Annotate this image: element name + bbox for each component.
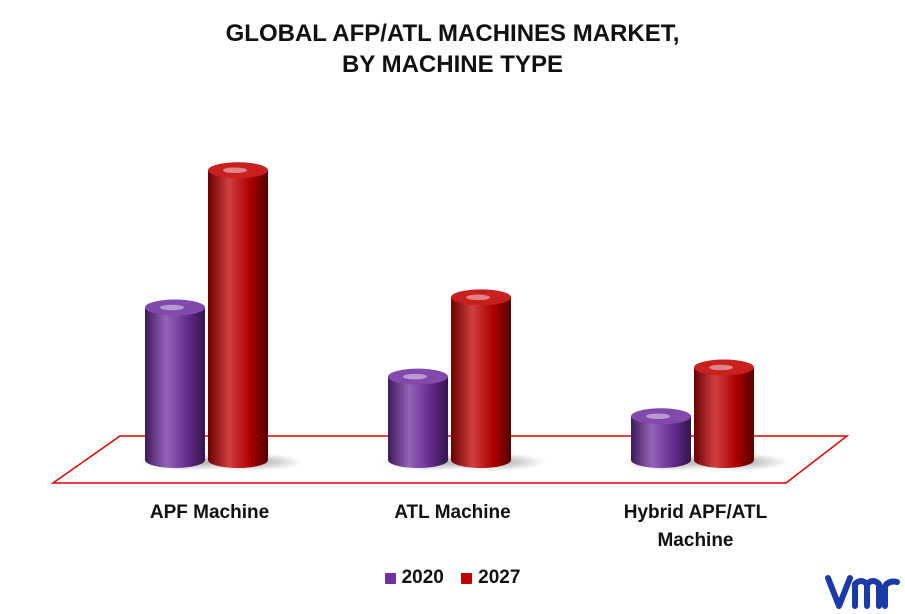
legend-swatch-2027	[461, 572, 473, 584]
category-label-0: APF Machine	[150, 502, 269, 523]
bar-2027-1-top	[451, 289, 511, 306]
bar-2027-2-highlight	[709, 364, 733, 371]
category-label-1: ATL Machine	[394, 502, 510, 523]
bar-2020-1-top	[388, 368, 448, 385]
bar-2020-0	[145, 307, 205, 468]
bar-2020-1	[388, 376, 448, 468]
bar-group	[138, 162, 789, 471]
legend-item-2027: 2027	[461, 567, 520, 589]
vmr-logo-icon	[825, 575, 900, 609]
bar-2027-1-highlight	[466, 294, 490, 301]
bar-2027-0-top	[208, 162, 268, 179]
bar-2027-0	[208, 170, 268, 468]
legend-swatch-2020	[384, 572, 396, 584]
category-label-2-line-0: Hybrid APF/ATL	[624, 502, 768, 523]
bar-2027-0-highlight	[223, 167, 247, 174]
category-label-1-line-0: ATL Machine	[394, 502, 510, 523]
legend-label-2027: 2027	[478, 567, 521, 588]
bar-2027-2	[694, 367, 754, 468]
chart-title-line-1: GLOBAL AFP/ATL MACHINES MARKET,	[225, 20, 680, 47]
chart-title: GLOBAL AFP/ATL MACHINES MARKET, BY MACHI…	[0, 18, 905, 80]
legend: 2020 2027	[0, 567, 905, 590]
bar-2020-0-highlight	[160, 304, 184, 311]
bar-2020-2-top	[631, 408, 691, 425]
bar-2020-2	[631, 416, 691, 468]
bar-2020-1-highlight	[403, 373, 427, 380]
bar-2027-2-top	[694, 359, 754, 376]
category-label-0-line-0: APF Machine	[150, 502, 269, 523]
chart-title-line-2: BY MACHINE TYPE	[342, 51, 563, 78]
chart-floor	[50, 435, 850, 484]
legend-item-2020: 2020	[384, 567, 444, 589]
category-label-2: Hybrid APF/ATL Machine	[624, 502, 768, 551]
category-label-2-line-1: Machine	[657, 530, 733, 551]
bar-2020-2-highlight	[646, 413, 670, 420]
category-labels: APF Machine ATL Machine Hybrid APF/ATL Mach…	[150, 502, 768, 551]
legend-label-2020: 2020	[401, 567, 444, 588]
bar-2027-1	[451, 297, 511, 468]
bar-2020-0-top	[145, 299, 205, 316]
